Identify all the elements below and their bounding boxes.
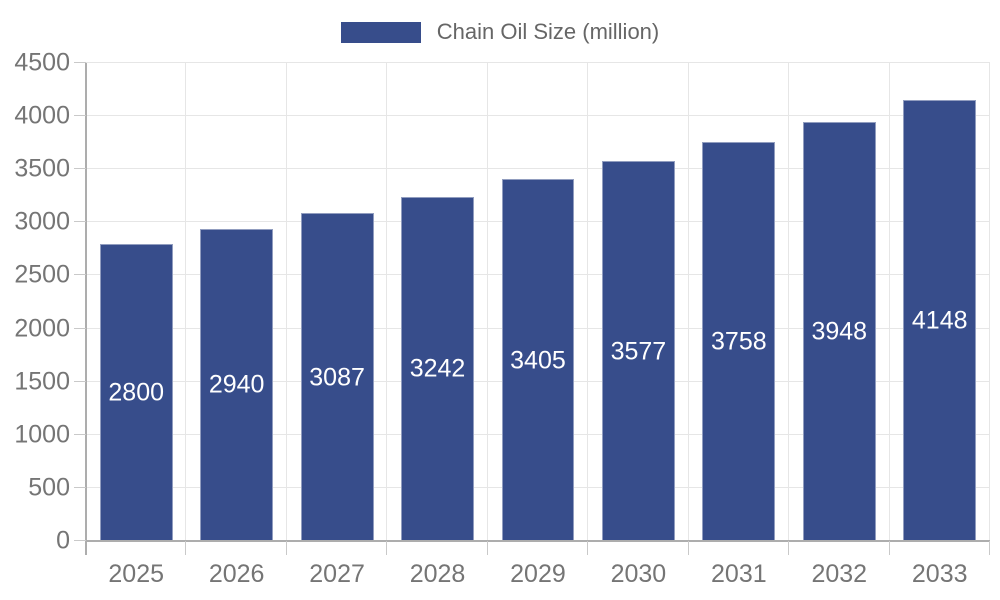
x-axis-tick	[386, 541, 388, 555]
gridline-horizontal	[86, 168, 990, 170]
bar[interactable]: 2940	[200, 228, 274, 541]
x-axis-line	[86, 540, 990, 542]
gridline-horizontal	[86, 115, 990, 117]
bar-value-label: 3087	[309, 363, 365, 392]
y-axis-tick	[74, 380, 86, 382]
gridline-vertical	[687, 63, 689, 541]
bar-value-label: 3758	[711, 327, 767, 356]
x-axis-tick	[185, 541, 187, 555]
bar[interactable]: 3577	[602, 161, 675, 541]
gridline-vertical	[989, 63, 990, 541]
bar-value-label: 4148	[911, 306, 968, 335]
bar-cell: 3405	[488, 63, 588, 541]
y-axis-tick	[74, 486, 86, 488]
x-axis-labels: 2025 2026 2027 2028 2029 2030 2031 2032 2033	[86, 560, 990, 589]
x-tick-label: 2033	[911, 560, 968, 588]
y-tick-label: 3500	[14, 154, 70, 183]
legend-label: Chain Oil Size (million)	[436, 19, 660, 44]
x-axis-tick	[587, 541, 589, 555]
bar-cell: 3758	[689, 63, 789, 541]
gridline-vertical	[888, 63, 890, 541]
gridline-vertical	[386, 63, 388, 541]
y-tick-label: 3000	[14, 207, 70, 236]
y-axis-tick	[74, 274, 86, 276]
y-axis-labels: 0 500 1000 1500 2000 2500 3000 3500 4000 4500	[0, 50, 70, 553]
bar[interactable]: 3948	[802, 121, 876, 541]
y-tick-label: 2500	[14, 260, 70, 289]
bar[interactable]: 3405	[501, 179, 575, 541]
x-tick-label: 2030	[610, 560, 667, 588]
gridline-vertical	[587, 63, 589, 541]
bar[interactable]: 4148	[903, 100, 977, 541]
bar-cell: 3577	[588, 63, 688, 541]
bar-value-label: 3405	[510, 346, 566, 375]
y-tick-label: 1500	[14, 367, 70, 396]
legend[interactable]: Chain Oil Size (million)	[0, 19, 1000, 45]
bar[interactable]: 2800	[99, 243, 173, 541]
y-axis-tick	[74, 221, 86, 223]
x-axis-tick	[687, 541, 689, 555]
x-tick-label: 2028	[409, 560, 466, 588]
bar-cell: 3948	[789, 63, 889, 541]
y-axis-tick	[74, 327, 86, 329]
x-axis-tick	[888, 541, 890, 555]
y-axis-tick	[74, 62, 86, 63]
y-tick-label: 500	[28, 473, 70, 502]
bar-value-label: 3577	[610, 337, 667, 366]
plot-area: 2800 2940 3087 3242 3405 3577 3758 3948 4148	[74, 62, 990, 555]
bar[interactable]: 3758	[702, 141, 776, 541]
y-tick-label: 4000	[14, 101, 70, 130]
bar-value-label: 3948	[811, 317, 868, 346]
x-tick-label: 2031	[711, 560, 767, 588]
y-tick-label: 0	[56, 526, 70, 555]
y-tick-label: 4500	[14, 48, 70, 77]
gridline-vertical	[486, 63, 488, 541]
y-axis-tick	[74, 540, 86, 541]
x-axis-tick	[486, 541, 488, 555]
bar-value-label: 2940	[208, 370, 265, 399]
legend-swatch	[340, 21, 421, 43]
bar-value-label: 3242	[409, 354, 466, 383]
gridline-horizontal	[86, 62, 990, 63]
y-axis-line	[85, 63, 87, 555]
x-tick-label: 2032	[811, 560, 868, 588]
x-axis-tick	[285, 541, 287, 555]
bar-cell: 4148	[890, 63, 990, 541]
x-axis-tick	[788, 541, 790, 555]
bar-cell: 2940	[186, 63, 286, 541]
bar[interactable]: 3087	[300, 213, 374, 541]
y-axis-tick	[74, 115, 86, 117]
bars-container: 2800 2940 3087 3242 3405 3577 3758 3948 4148	[86, 63, 990, 541]
x-tick-label: 2029	[510, 560, 566, 588]
x-tick-label: 2026	[208, 560, 265, 588]
x-tick-label: 2027	[309, 560, 365, 588]
bar-cell: 3242	[387, 63, 487, 541]
x-axis-tick	[989, 541, 990, 555]
x-tick-label: 2025	[108, 560, 165, 588]
y-axis-tick	[74, 168, 86, 170]
y-tick-label: 2000	[14, 314, 70, 343]
bar-cell: 3087	[287, 63, 387, 541]
bar[interactable]: 3242	[401, 196, 474, 541]
gridline-vertical	[285, 63, 287, 541]
y-axis-tick	[74, 433, 86, 435]
gridline-vertical	[788, 63, 790, 541]
y-tick-label: 1000	[14, 420, 70, 449]
gridline-vertical	[185, 63, 187, 541]
bar-cell: 2800	[86, 63, 186, 541]
bar-value-label: 2800	[108, 378, 165, 407]
